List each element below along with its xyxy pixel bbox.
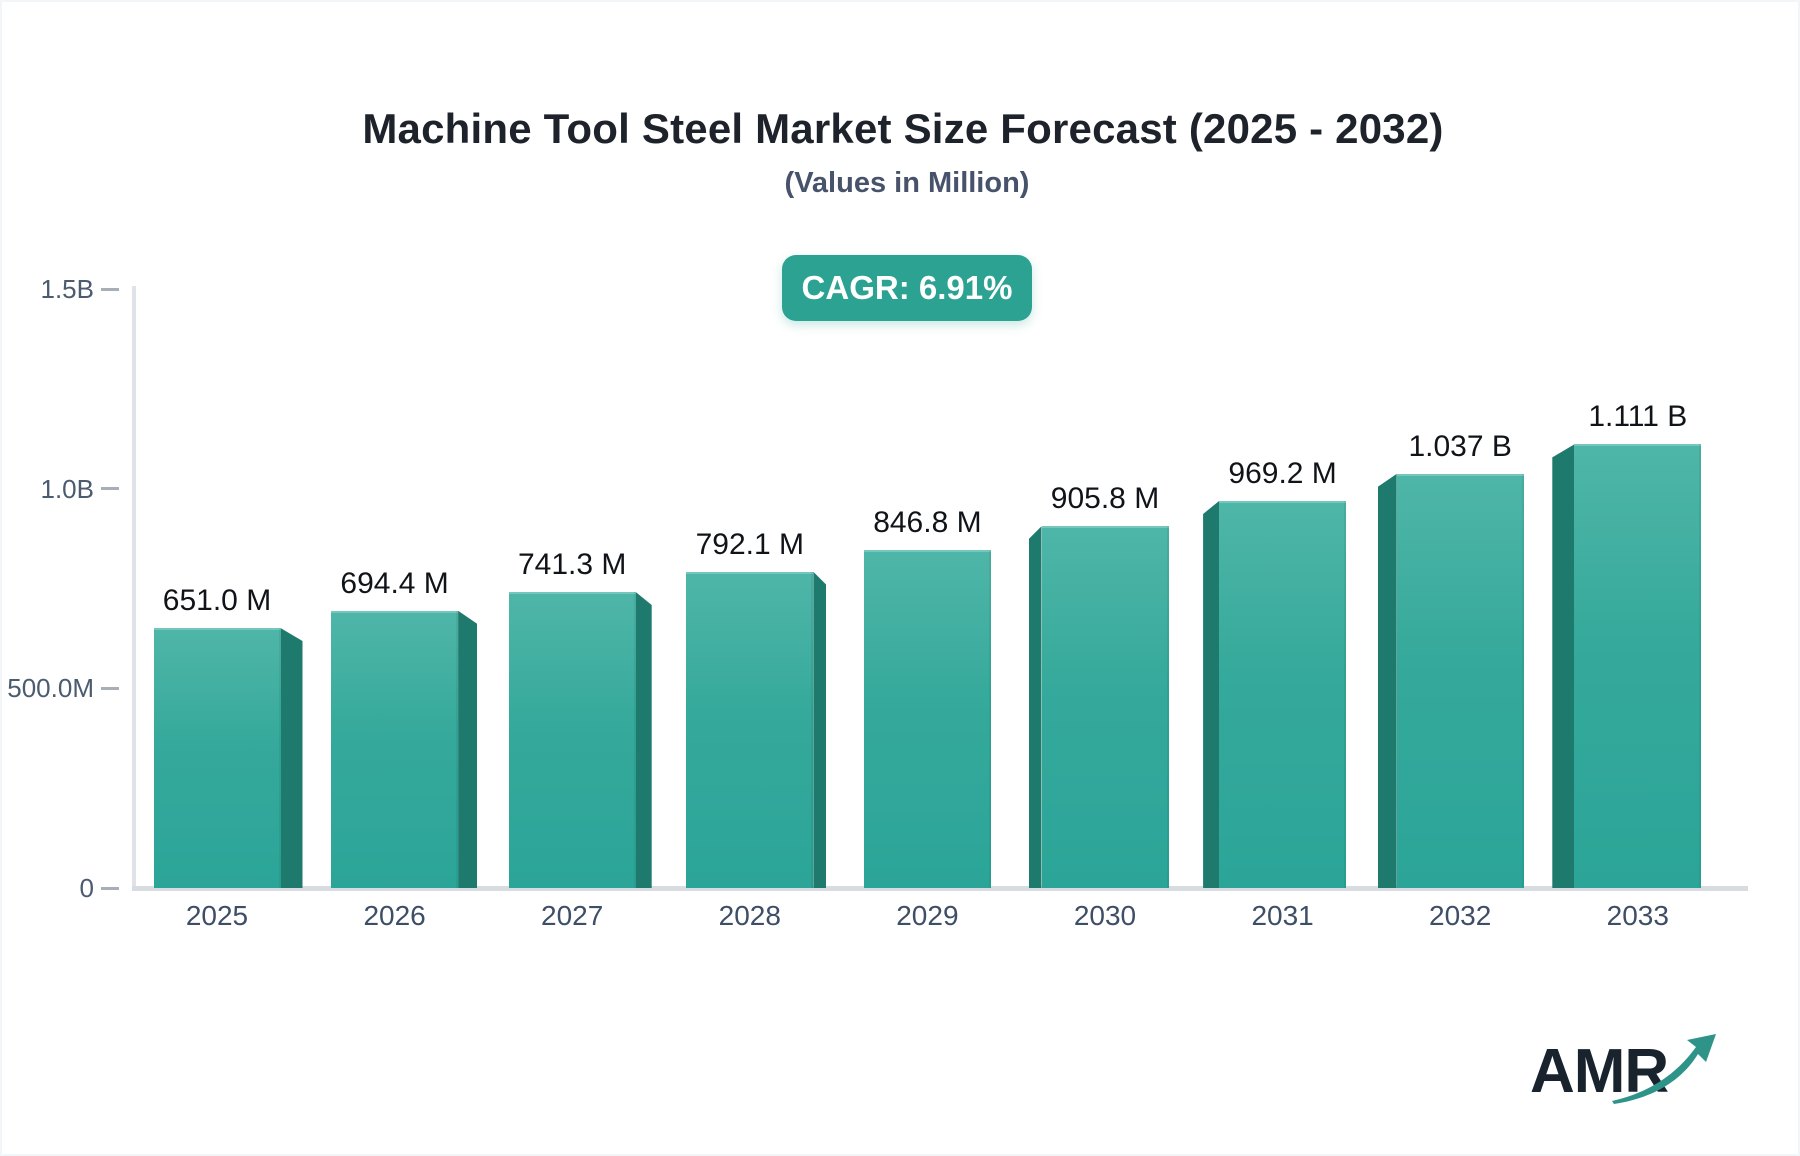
bar-side-face bbox=[813, 571, 827, 888]
page-title: Machine Tool Steel Market Size Forecast … bbox=[362, 105, 1444, 152]
amr-logo: AMR bbox=[1530, 1028, 1720, 1118]
bar-value-label: 651.0 M bbox=[162, 584, 272, 618]
page-subtitle: (Values in Million) bbox=[784, 167, 1030, 199]
x-axis-label-2025: 2025 bbox=[185, 900, 249, 931]
bar-value-label: 694.4 M bbox=[340, 566, 449, 600]
bar-2026 bbox=[331, 610, 459, 888]
bar-2032 bbox=[1396, 473, 1524, 888]
y-axis-tick-label: 0 bbox=[79, 873, 94, 903]
bar-side-face bbox=[1028, 526, 1042, 888]
bar-value-label: 792.1 M bbox=[695, 527, 804, 561]
bar-2029 bbox=[863, 549, 991, 888]
x-axis-label-2031: 2031 bbox=[1251, 900, 1314, 931]
bar-side-face bbox=[458, 610, 478, 888]
bar-value-label: 846.8 M bbox=[873, 505, 982, 539]
bar-side-face bbox=[280, 628, 303, 888]
bar-side-face bbox=[1377, 473, 1397, 888]
bar-value-label: 1.111 B bbox=[1588, 400, 1688, 434]
cagr-badge: CAGR: 6.91% bbox=[782, 255, 1032, 321]
x-axis-line bbox=[132, 886, 1748, 891]
y-tick-mark bbox=[101, 287, 119, 291]
bar-value-label: 969.2 M bbox=[1228, 456, 1337, 490]
y-axis-tick-label: 500.0M bbox=[7, 673, 94, 704]
x-axis-label-2030: 2030 bbox=[1073, 900, 1137, 931]
bar-2030 bbox=[1041, 526, 1169, 888]
growth-arrow-icon bbox=[1612, 1034, 1716, 1104]
bar-side-face bbox=[635, 591, 652, 888]
x-axis-label-2033: 2033 bbox=[1606, 900, 1669, 931]
y-tick-mark bbox=[101, 686, 119, 690]
bar-2033 bbox=[1574, 444, 1702, 888]
bar-2031 bbox=[1219, 500, 1347, 888]
bar-value-label: 1.037 B bbox=[1408, 429, 1512, 463]
x-axis-label-2027: 2027 bbox=[541, 900, 604, 931]
x-axis-label-2028: 2028 bbox=[718, 900, 781, 931]
x-axis-label-2032: 2032 bbox=[1429, 900, 1492, 931]
y-axis-tick-label: 1.5B bbox=[40, 274, 95, 304]
y-tick-mark bbox=[101, 886, 119, 890]
bar-2025 bbox=[153, 628, 281, 888]
bar-side-face bbox=[1203, 500, 1220, 888]
x-axis-label-2026: 2026 bbox=[363, 900, 426, 931]
y-axis-line bbox=[132, 286, 136, 890]
x-axis-label-2029: 2029 bbox=[896, 900, 959, 931]
y-tick-mark bbox=[101, 487, 119, 491]
bar-value-label: 741.3 M bbox=[517, 547, 627, 581]
bar-side-face bbox=[1552, 444, 1575, 888]
bar-2027 bbox=[508, 591, 636, 888]
y-axis-tick-label: 1.0B bbox=[40, 473, 95, 504]
bar-value-label: 905.8 M bbox=[1050, 482, 1160, 516]
bar-2028 bbox=[686, 571, 814, 888]
